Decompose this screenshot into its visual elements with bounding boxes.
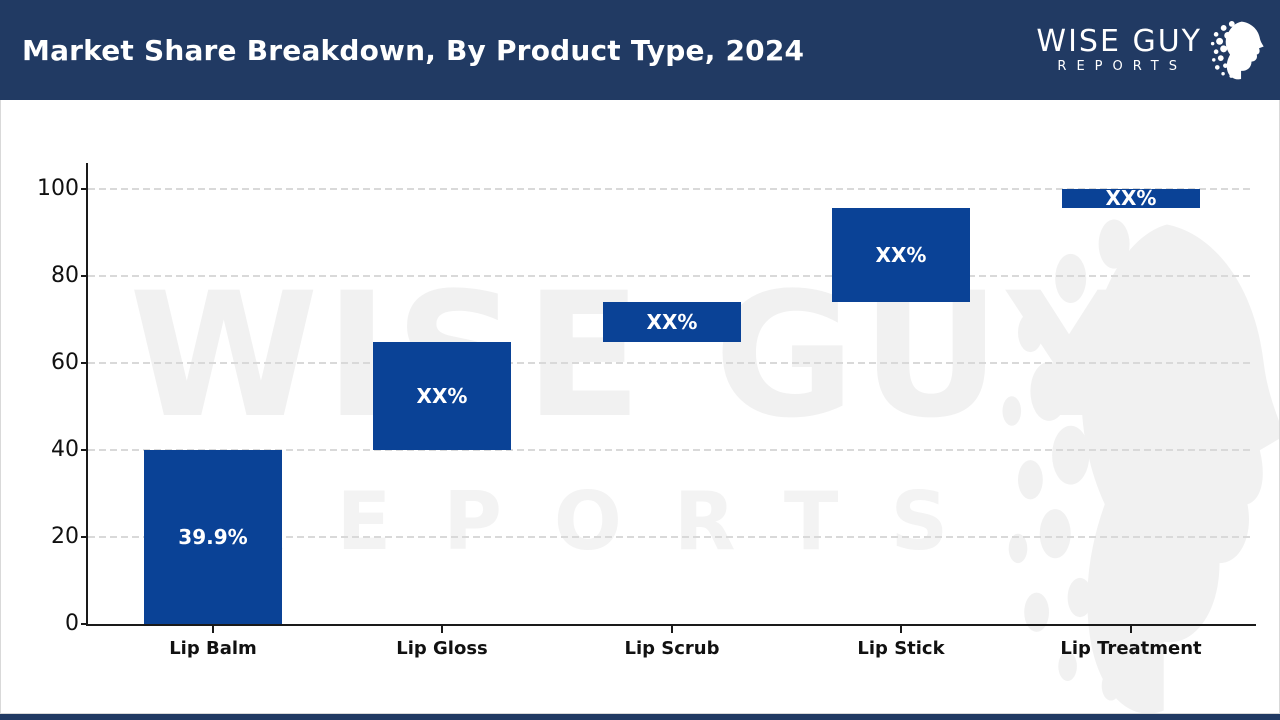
bar-lip-balm: 39.9% [144,450,282,624]
x-tick-4 [1130,626,1132,633]
y-tick-40 [81,449,88,451]
y-tick-label-60: 60 [51,350,79,375]
chart-canvas: WISE GUY REPORTS 0 20 40 60 80 100 39.9% Lip Ba… [0,100,1280,714]
x-tick-2 [671,626,673,633]
y-tick-100 [81,188,88,190]
wise-guy-face-icon [1210,21,1264,80]
gridline-60 [88,362,1254,364]
brand-logo-text: WISE GUY REPORTS [1036,26,1202,75]
y-tick-label-0: 0 [65,611,79,636]
brand-name: WISE GUY [1036,23,1202,59]
bar-lip-stick: XX% [832,207,970,303]
y-tick-60 [81,362,88,364]
gridline-20 [88,536,1254,538]
bar-value-label: XX% [1105,186,1157,211]
x-category-label: Lip Gloss [396,638,488,659]
bar-value-label: XX% [646,310,698,335]
y-axis-line [86,163,88,626]
x-axis-line [86,624,1256,626]
bar-lip-treatment: XX% [1062,186,1200,211]
y-tick-0 [81,623,88,625]
footer-bar [0,714,1280,720]
bar-lip-gloss: XX% [373,342,511,451]
bar-value-label: 39.9% [178,525,248,550]
brand-subname: REPORTS [1057,59,1188,75]
y-tick-80 [81,275,88,277]
gridline-40 [88,449,1254,451]
y-tick-label-80: 80 [51,263,79,288]
x-tick-1 [441,626,443,633]
x-tick-0 [212,626,214,633]
x-category-label: Lip Balm [169,638,257,659]
y-tick-label-20: 20 [51,524,79,549]
x-category-label: Lip Stick [857,638,945,659]
bar-value-label: XX% [416,384,468,409]
y-tick-label-100: 100 [37,176,79,201]
plot-area: 0 20 40 60 80 100 39.9% Lip Balm XX% Lip Gloss XX%… [1,100,1279,713]
bar-value-label: XX% [875,242,927,267]
x-category-label: Lip Treatment [1060,638,1202,659]
bar-lip-scrub: XX% [603,302,741,343]
header-bar: Market Share Breakdown, By Product Type,… [0,0,1280,100]
x-category-label: Lip Scrub [624,638,720,659]
x-tick-3 [900,626,902,633]
page-title: Market Share Breakdown, By Product Type,… [22,33,805,67]
brand-logo: WISE GUY REPORTS [1036,10,1266,90]
y-tick-20 [81,536,88,538]
y-tick-label-40: 40 [51,437,79,462]
gridline-100 [88,188,1254,190]
gridline-80 [88,275,1254,277]
